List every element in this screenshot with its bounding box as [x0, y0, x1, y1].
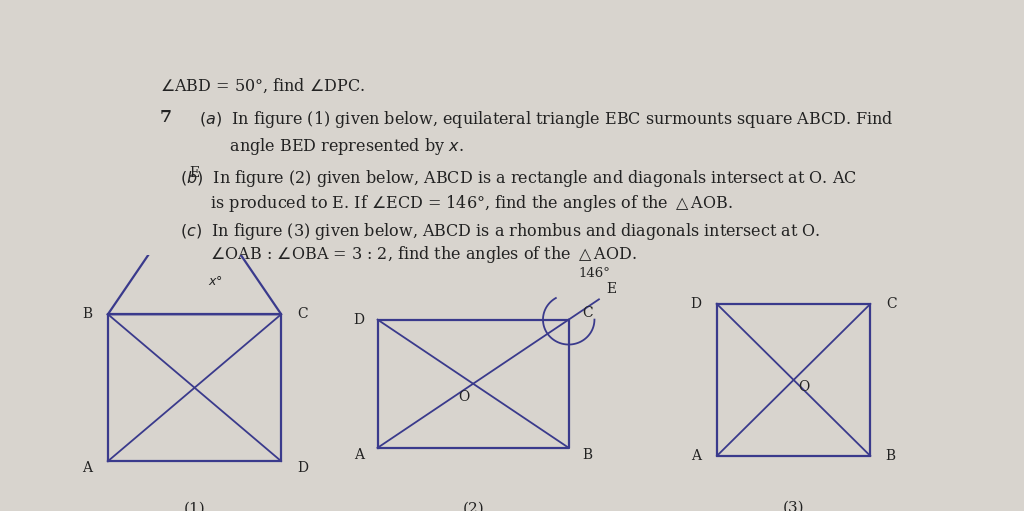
Text: D: D [690, 297, 701, 311]
Text: C: C [886, 297, 896, 311]
Text: $\angle$ABD = 50°, find $\angle$DPC.: $\angle$ABD = 50°, find $\angle$DPC. [160, 77, 365, 96]
Text: A: A [691, 449, 701, 463]
Text: B: B [582, 448, 592, 462]
Text: $(a)$  In figure (1) given below, equilateral triangle EBC surmounts square ABCD: $(a)$ In figure (1) given below, equilat… [200, 108, 894, 129]
Text: C: C [582, 306, 593, 319]
Text: 7: 7 [160, 108, 172, 126]
Text: (2): (2) [462, 501, 484, 511]
Text: D: D [353, 313, 365, 327]
Text: B: B [82, 307, 92, 321]
Text: O: O [459, 389, 470, 404]
Text: D: D [297, 461, 308, 475]
Text: $x°$: $x°$ [208, 275, 222, 288]
Text: 146°: 146° [579, 267, 610, 281]
Text: B: B [886, 449, 896, 463]
Text: A: A [82, 461, 92, 475]
Text: E: E [606, 282, 616, 296]
Text: $\angle$OAB : $\angle$OBA = 3 : 2, find the angles of the $\triangle$AOD.: $\angle$OAB : $\angle$OBA = 3 : 2, find … [179, 244, 636, 265]
Text: E: E [189, 166, 200, 180]
Text: A: A [354, 448, 365, 462]
Text: O: O [799, 380, 809, 394]
Text: angle BED represented by $x$.: angle BED represented by $x$. [200, 136, 464, 157]
Text: (1): (1) [183, 502, 206, 511]
Text: $(c)$  In figure (3) given below, ABCD is a rhombus and diagonals intersect at O: $(c)$ In figure (3) given below, ABCD is… [179, 221, 820, 242]
Text: (3): (3) [782, 501, 805, 511]
Text: is produced to E. If $\angle$ECD = 146°, find the angles of the $\triangle$AOB.: is produced to E. If $\angle$ECD = 146°,… [179, 193, 732, 214]
Text: C: C [297, 307, 307, 321]
Text: $(b)$  In figure (2) given below, ABCD is a rectangle and diagonals intersect at: $(b)$ In figure (2) given below, ABCD is… [179, 168, 856, 189]
